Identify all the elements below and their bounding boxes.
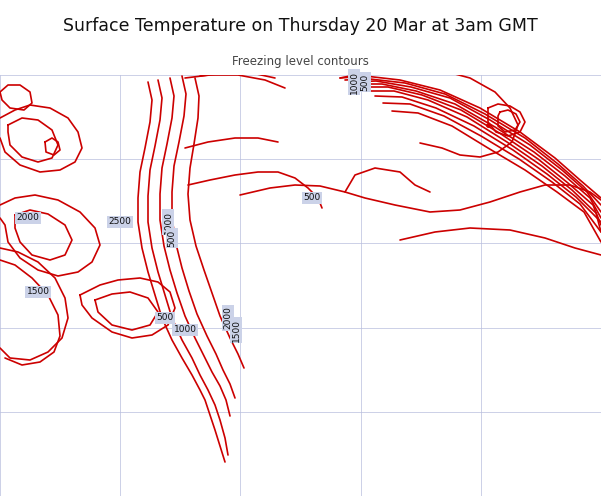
Text: 1500: 1500 xyxy=(26,288,49,297)
Text: 500: 500 xyxy=(304,193,320,202)
Text: 2000: 2000 xyxy=(17,213,40,223)
Text: 1000: 1000 xyxy=(174,325,197,334)
Text: 2000: 2000 xyxy=(224,307,233,329)
Text: 500: 500 xyxy=(156,313,174,322)
Text: 1500: 1500 xyxy=(231,318,240,342)
Text: 1000: 1000 xyxy=(350,70,359,94)
Text: 500: 500 xyxy=(168,229,177,247)
Text: 2500: 2500 xyxy=(109,218,132,227)
Text: 500: 500 xyxy=(361,73,370,91)
Text: Freezing level contours: Freezing level contours xyxy=(232,55,369,68)
Text: 1000: 1000 xyxy=(163,210,172,234)
Text: Surface Temperature on Thursday 20 Mar at 3am GMT: Surface Temperature on Thursday 20 Mar a… xyxy=(63,17,538,35)
